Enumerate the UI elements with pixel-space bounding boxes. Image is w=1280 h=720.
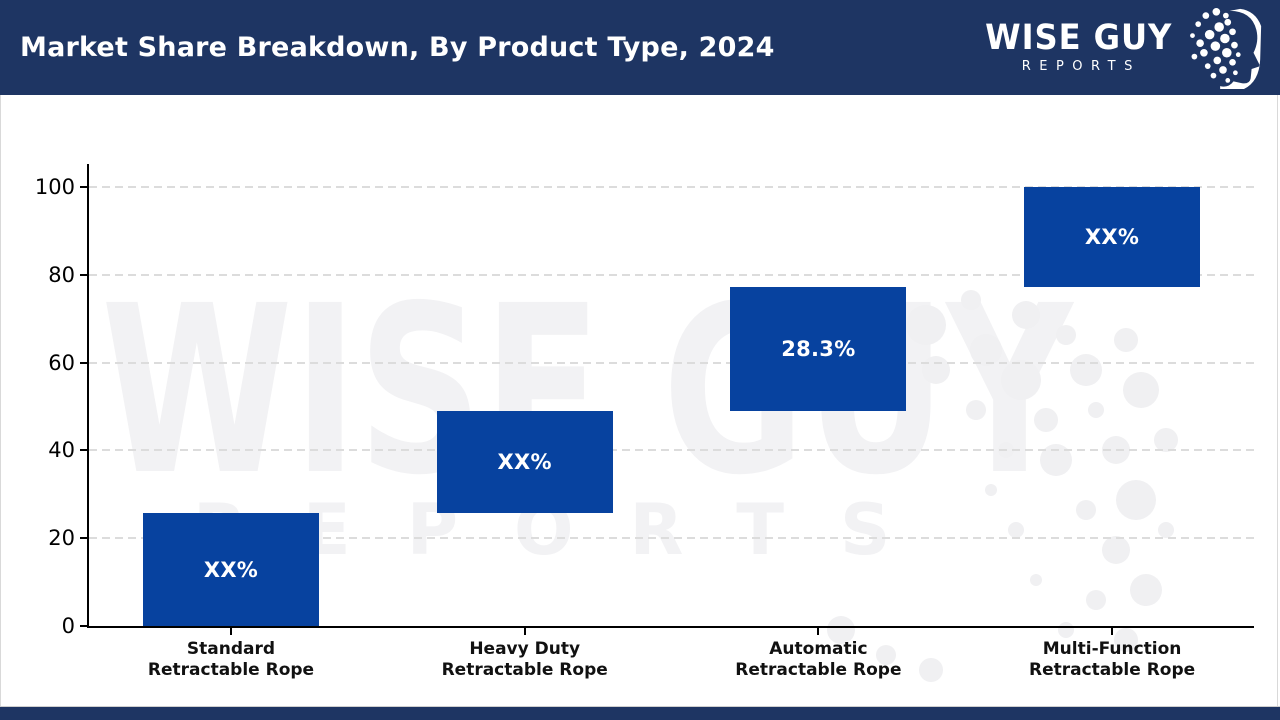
bar-value-label-heavy-duty-retractable-rope: XX% xyxy=(497,450,552,475)
y-tick-label-60: 60 xyxy=(48,350,75,375)
y-tick-label-80: 80 xyxy=(48,262,75,287)
chart-area: WISE GUY REPORTS 0 20 40 60 80 xyxy=(0,95,1278,706)
gridline-80 xyxy=(89,273,1254,276)
logo-title: WISE GUY xyxy=(984,18,1172,58)
page-title: Market Share Breakdown, By Product Type,… xyxy=(20,32,775,63)
bar-automatic-retractable-rope: 28.3% xyxy=(730,287,907,412)
header-bar: Market Share Breakdown, By Product Type,… xyxy=(0,0,1280,95)
gridline-60 xyxy=(89,361,1254,364)
bar-value-label-standard-retractable-rope: XX% xyxy=(203,557,259,582)
x-tick-heavy-duty-retractable-rope xyxy=(523,628,526,635)
bar-standard-retractable-rope: XX% xyxy=(143,513,319,626)
footer-bar xyxy=(0,706,1280,720)
y-tick-label-0: 0 xyxy=(61,614,75,638)
x-axis-line xyxy=(87,626,1254,628)
x-category-label-heavy-duty-retractable-rope: Heavy Duty Retractable Rope xyxy=(441,639,608,680)
logo-wordmark: WISE GUY REPORTS xyxy=(977,18,1180,75)
y-tick-60 xyxy=(80,361,87,364)
y-axis-line xyxy=(87,164,89,628)
gridline-20 xyxy=(89,537,1254,540)
x-tick-multi-function-retractable-rope xyxy=(1111,628,1114,635)
y-tick-label-100: 100 xyxy=(34,175,75,199)
y-tick-80 xyxy=(80,273,87,276)
bar-value-label-automatic-retractable-rope: 28.3% xyxy=(781,337,856,362)
x-category-label-multi-function-retractable-rope: Multi-Function Retractable Rope xyxy=(1028,639,1196,680)
gridline-40 xyxy=(89,449,1254,452)
x-category-label-automatic-retractable-rope: Automatic Retractable Rope xyxy=(735,639,902,680)
x-category-label-standard-retractable-rope: Standard Retractable Rope xyxy=(147,639,315,680)
y-tick-label-40: 40 xyxy=(48,438,75,463)
y-tick-label-20: 20 xyxy=(48,526,75,551)
logo-subtitle: REPORTS xyxy=(1021,59,1141,74)
bar-heavy-duty-retractable-rope: XX% xyxy=(436,411,613,514)
bar-value-label-multi-function-retractable-rope: XX% xyxy=(1084,225,1140,250)
y-tick-20 xyxy=(80,537,87,540)
x-tick-automatic-retractable-rope xyxy=(817,628,820,635)
bar-multi-function-retractable-rope: XX% xyxy=(1024,187,1201,288)
y-tick-40 xyxy=(80,449,87,452)
wise-guy-logo: WISE GUY REPORTS xyxy=(977,7,1262,89)
y-tick-0 xyxy=(80,625,87,627)
gridline-100 xyxy=(89,186,1254,188)
face-profile-icon xyxy=(1190,7,1262,89)
x-tick-standard-retractable-rope xyxy=(230,628,232,635)
y-tick-100 xyxy=(80,186,87,188)
